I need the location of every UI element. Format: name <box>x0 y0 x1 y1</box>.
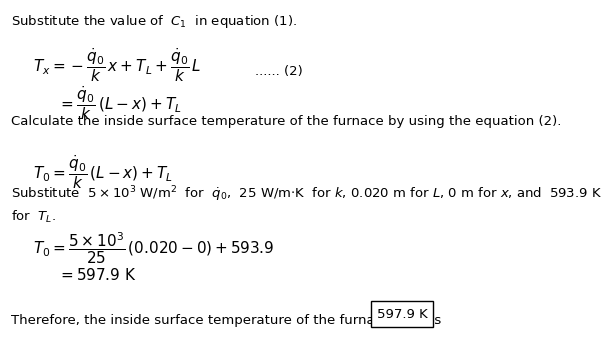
Text: $= \dfrac{\dot{q}_0}{k}\,(L-x)+T_L$: $= \dfrac{\dot{q}_0}{k}\,(L-x)+T_L$ <box>58 85 181 122</box>
Text: 597.9 K: 597.9 K <box>377 308 428 321</box>
Text: Therefore, the inside surface temperature of the furnace front is: Therefore, the inside surface temperatur… <box>11 314 441 327</box>
Text: $= 597.9\ \mathrm{K}$: $= 597.9\ \mathrm{K}$ <box>58 267 136 283</box>
Text: ...... (2): ...... (2) <box>255 65 302 78</box>
FancyBboxPatch shape <box>371 301 433 327</box>
Text: Substitute  $5\times10^3\ \mathrm{W/m^2}$  for  $\dot{q}_0$,  $25\ \mathrm{W/m{\: Substitute $5\times10^3\ \mathrm{W/m^2}$… <box>11 184 602 204</box>
Text: Substitute the value of  $C_1$  in equation (1).: Substitute the value of $C_1$ in equatio… <box>11 13 297 30</box>
Text: $T_0 = \dfrac{5\times10^3}{25}\,(0.020-0)+593.9$: $T_0 = \dfrac{5\times10^3}{25}\,(0.020-0… <box>33 230 275 266</box>
Text: $T_x = -\dfrac{\dot{q}_0}{k}\,x+T_L+\dfrac{\dot{q}_0}{k}\,L$: $T_x = -\dfrac{\dot{q}_0}{k}\,x+T_L+\dfr… <box>33 47 202 85</box>
Text: for  $T_L$.: for $T_L$. <box>11 209 56 225</box>
Text: $T_0 = \dfrac{\dot{q}_0}{k}\,(L-x)+T_L$: $T_0 = \dfrac{\dot{q}_0}{k}\,(L-x)+T_L$ <box>33 153 173 191</box>
Text: Calculate the inside surface temperature of the furnace by using the equation (2: Calculate the inside surface temperature… <box>11 115 561 128</box>
Text: .: . <box>434 314 438 327</box>
